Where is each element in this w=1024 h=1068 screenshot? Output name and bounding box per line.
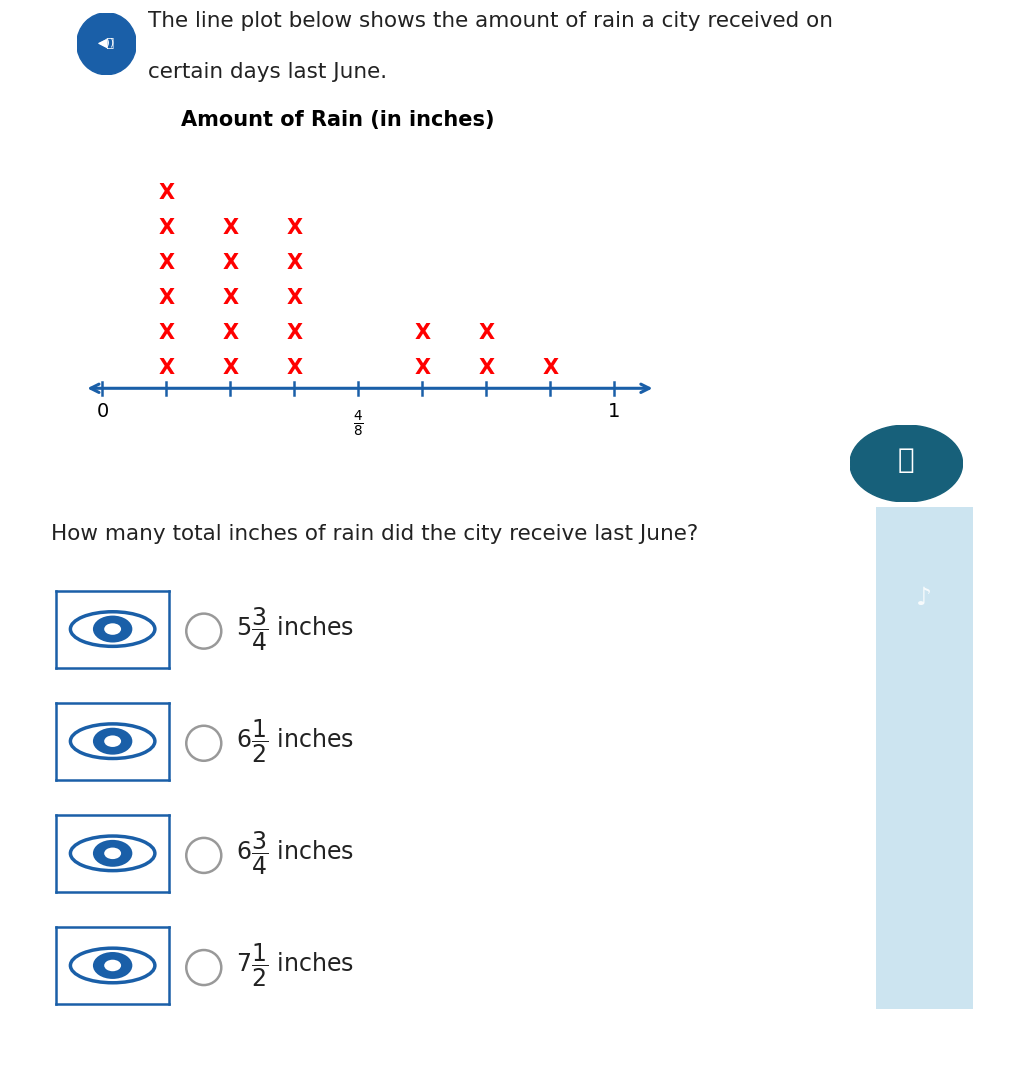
FancyBboxPatch shape <box>871 455 977 1062</box>
Text: X: X <box>287 218 302 238</box>
Text: How many total inches of rain did the city receive last June?: How many total inches of rain did the ci… <box>51 524 698 544</box>
Text: X: X <box>159 183 174 203</box>
Ellipse shape <box>104 960 121 971</box>
Text: X: X <box>415 358 430 378</box>
Ellipse shape <box>93 952 132 979</box>
Text: 🔔: 🔔 <box>898 445 914 474</box>
Ellipse shape <box>104 736 121 747</box>
Text: X: X <box>159 218 174 238</box>
Ellipse shape <box>93 727 132 755</box>
Text: X: X <box>478 358 495 378</box>
Text: $6\dfrac{1}{2}$ inches: $6\dfrac{1}{2}$ inches <box>236 718 353 765</box>
Text: $\frac{4}{8}$: $\frac{4}{8}$ <box>353 409 364 439</box>
Ellipse shape <box>104 624 121 634</box>
Text: $7\dfrac{1}{2}$ inches: $7\dfrac{1}{2}$ inches <box>236 942 353 989</box>
Text: 1: 1 <box>608 403 621 421</box>
Text: $6\dfrac{3}{4}$ inches: $6\dfrac{3}{4}$ inches <box>236 830 353 877</box>
Text: certain days last June.: certain days last June. <box>148 62 388 82</box>
Text: X: X <box>415 323 430 343</box>
Text: X: X <box>222 358 239 378</box>
Ellipse shape <box>71 612 155 646</box>
Text: X: X <box>287 323 302 343</box>
Text: X: X <box>287 288 302 308</box>
Ellipse shape <box>71 836 155 870</box>
Text: Amount of Rain (in inches): Amount of Rain (in inches) <box>181 110 495 130</box>
Text: X: X <box>478 323 495 343</box>
Ellipse shape <box>93 615 132 643</box>
Text: X: X <box>159 323 174 343</box>
Text: X: X <box>543 358 558 378</box>
Text: X: X <box>287 358 302 378</box>
Ellipse shape <box>104 848 121 859</box>
Circle shape <box>77 13 136 75</box>
Ellipse shape <box>71 724 155 758</box>
Ellipse shape <box>71 948 155 983</box>
Text: X: X <box>222 218 239 238</box>
Text: X: X <box>287 253 302 273</box>
Text: ◀⧧: ◀⧧ <box>98 37 115 50</box>
Text: X: X <box>159 288 174 308</box>
Ellipse shape <box>93 839 132 867</box>
Text: X: X <box>159 253 174 273</box>
Text: 0: 0 <box>96 403 109 421</box>
Text: X: X <box>222 323 239 343</box>
Text: $5\dfrac{3}{4}$ inches: $5\dfrac{3}{4}$ inches <box>236 606 353 653</box>
Ellipse shape <box>850 425 963 502</box>
Text: X: X <box>222 288 239 308</box>
Text: ◀)): ◀)) <box>98 37 115 48</box>
Text: X: X <box>222 253 239 273</box>
Text: The line plot below shows the amount of rain a city received on: The line plot below shows the amount of … <box>148 11 834 31</box>
Text: ♪: ♪ <box>916 585 932 610</box>
Text: X: X <box>159 358 174 378</box>
